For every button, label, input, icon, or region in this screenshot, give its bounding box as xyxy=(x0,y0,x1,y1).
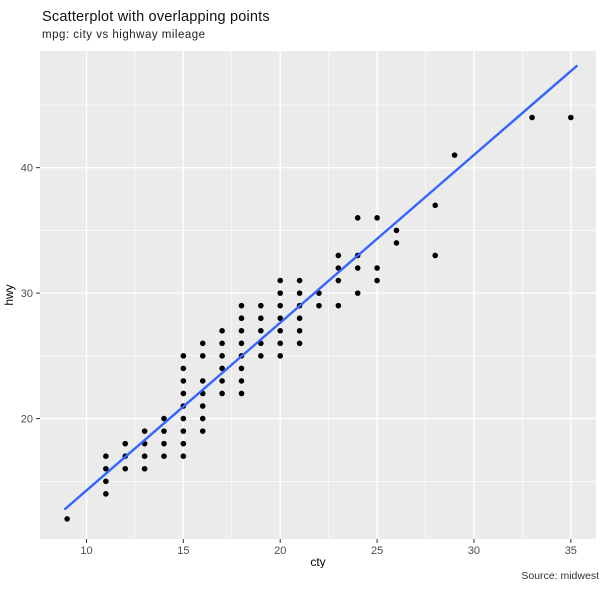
data-point xyxy=(258,327,264,334)
data-point xyxy=(393,240,400,246)
data-point xyxy=(335,277,342,284)
data-point xyxy=(141,428,148,434)
data-point xyxy=(277,340,284,347)
data-point xyxy=(238,365,245,372)
data-point xyxy=(258,353,264,359)
data-point xyxy=(238,340,245,347)
data-point xyxy=(277,277,284,284)
data-point xyxy=(451,152,458,158)
data-point xyxy=(122,440,129,447)
chart-caption: Source: midwest xyxy=(521,570,599,582)
chart-subtitle: mpg: city vs highway mileage xyxy=(42,29,206,41)
y-tick-label: 30 xyxy=(21,288,33,300)
y-tick-label: 20 xyxy=(21,414,33,426)
data-point xyxy=(354,290,361,296)
data-point xyxy=(199,415,206,422)
data-point xyxy=(161,453,167,460)
data-point xyxy=(238,315,245,322)
data-point xyxy=(180,390,187,397)
x-tick-label: 30 xyxy=(468,545,480,557)
data-point xyxy=(180,415,187,422)
data-point xyxy=(219,353,225,359)
x-tick-label: 10 xyxy=(80,545,92,557)
data-point xyxy=(122,465,129,472)
data-point xyxy=(296,315,303,322)
data-point xyxy=(199,378,206,384)
data-point xyxy=(238,378,245,384)
data-point xyxy=(296,340,303,347)
data-point xyxy=(432,202,439,209)
data-point xyxy=(374,277,380,284)
data-point xyxy=(277,327,284,334)
data-point xyxy=(199,340,206,347)
data-point xyxy=(529,114,535,121)
data-point xyxy=(103,491,109,497)
data-point xyxy=(64,516,70,522)
data-point xyxy=(161,440,167,447)
data-point xyxy=(199,353,206,359)
data-point xyxy=(199,403,206,409)
data-point xyxy=(141,465,148,472)
data-point xyxy=(238,327,245,334)
data-point xyxy=(199,428,206,434)
data-point xyxy=(180,453,187,460)
data-point xyxy=(568,114,574,121)
data-point xyxy=(103,453,109,460)
data-point xyxy=(296,327,303,334)
data-point xyxy=(277,353,284,359)
data-point xyxy=(296,290,303,296)
data-point xyxy=(393,227,400,234)
scatterplot-canvas: 10 15 20 25 30 35 20 30 40 cty hwy xyxy=(2,51,596,568)
data-point xyxy=(354,265,361,271)
chart-title: Scatterplot with overlapping points xyxy=(42,9,270,25)
data-point xyxy=(161,415,167,422)
data-point xyxy=(316,302,322,309)
data-point xyxy=(277,302,284,309)
x-tick-label: 20 xyxy=(274,545,286,557)
data-point xyxy=(296,277,303,284)
data-point xyxy=(141,453,148,460)
data-point xyxy=(258,315,264,322)
trend-line xyxy=(63,64,578,511)
data-point xyxy=(258,302,264,309)
data-point xyxy=(219,390,225,397)
data-point xyxy=(277,290,284,296)
data-point xyxy=(374,215,380,221)
x-tick-label: 25 xyxy=(371,545,383,557)
data-point xyxy=(103,465,109,472)
data-point xyxy=(219,378,225,384)
data-point xyxy=(374,265,380,271)
data-point xyxy=(180,365,187,372)
data-point xyxy=(180,440,187,447)
data-point xyxy=(219,327,225,334)
data-point xyxy=(219,340,225,347)
data-point xyxy=(180,428,187,434)
data-point xyxy=(335,302,342,309)
data-point xyxy=(219,365,225,372)
data-point xyxy=(103,478,109,485)
data-point xyxy=(238,390,245,397)
x-tick-label: 35 xyxy=(565,545,577,557)
data-point xyxy=(180,378,187,384)
x-tick-label: 15 xyxy=(177,545,189,557)
data-point xyxy=(335,265,342,271)
data-point xyxy=(277,315,284,322)
data-point xyxy=(354,215,361,221)
data-point xyxy=(335,252,342,259)
data-point xyxy=(432,252,439,259)
data-point xyxy=(161,428,167,434)
y-axis-title: hwy xyxy=(2,284,16,305)
x-axis-title: cty xyxy=(310,555,325,568)
data-point xyxy=(180,353,187,359)
y-tick-label: 40 xyxy=(21,163,33,175)
data-point xyxy=(238,302,245,309)
